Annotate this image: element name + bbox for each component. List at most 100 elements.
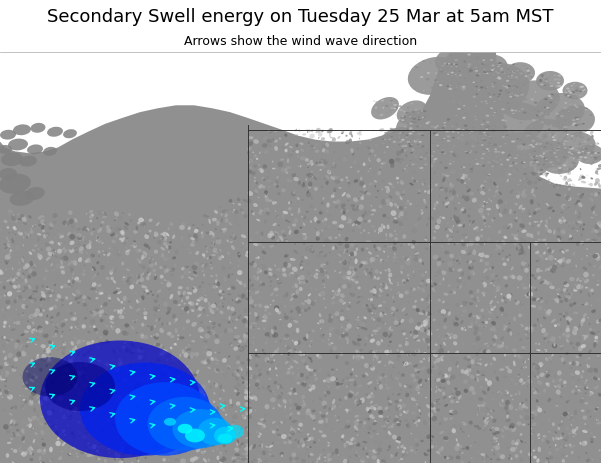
Ellipse shape — [385, 307, 387, 310]
Ellipse shape — [180, 275, 184, 280]
Ellipse shape — [398, 344, 402, 348]
Ellipse shape — [295, 275, 297, 279]
Ellipse shape — [317, 255, 322, 259]
Ellipse shape — [150, 325, 153, 331]
Ellipse shape — [538, 173, 540, 175]
Ellipse shape — [215, 229, 217, 231]
Ellipse shape — [550, 86, 554, 88]
Ellipse shape — [436, 401, 438, 403]
Ellipse shape — [591, 305, 592, 307]
Ellipse shape — [486, 359, 491, 363]
Ellipse shape — [284, 256, 287, 258]
Ellipse shape — [505, 172, 510, 177]
Ellipse shape — [325, 331, 331, 335]
Ellipse shape — [294, 375, 299, 380]
Ellipse shape — [546, 232, 548, 236]
Ellipse shape — [251, 285, 252, 287]
Ellipse shape — [307, 447, 309, 450]
Ellipse shape — [252, 459, 258, 463]
Ellipse shape — [416, 378, 419, 381]
Ellipse shape — [192, 387, 194, 388]
Ellipse shape — [275, 367, 276, 368]
Ellipse shape — [70, 269, 73, 274]
Ellipse shape — [198, 327, 204, 333]
Ellipse shape — [50, 380, 54, 385]
Ellipse shape — [391, 404, 392, 405]
Ellipse shape — [480, 242, 484, 246]
Ellipse shape — [417, 322, 421, 326]
Ellipse shape — [141, 377, 146, 382]
Ellipse shape — [449, 183, 452, 187]
Ellipse shape — [188, 301, 192, 305]
Ellipse shape — [324, 270, 326, 271]
Ellipse shape — [490, 70, 494, 72]
Ellipse shape — [323, 298, 325, 300]
Ellipse shape — [236, 369, 238, 374]
Ellipse shape — [106, 229, 112, 234]
Ellipse shape — [39, 422, 44, 426]
Ellipse shape — [575, 386, 578, 388]
Ellipse shape — [573, 288, 575, 292]
Ellipse shape — [214, 431, 217, 433]
Ellipse shape — [303, 353, 307, 357]
Ellipse shape — [412, 178, 413, 180]
Ellipse shape — [453, 156, 456, 157]
Ellipse shape — [118, 349, 121, 353]
Ellipse shape — [95, 309, 99, 312]
Ellipse shape — [576, 342, 581, 346]
Ellipse shape — [146, 293, 149, 296]
Ellipse shape — [231, 457, 237, 459]
Ellipse shape — [570, 373, 575, 376]
Ellipse shape — [19, 450, 22, 453]
Ellipse shape — [559, 423, 564, 426]
Ellipse shape — [36, 383, 38, 385]
Ellipse shape — [391, 101, 392, 102]
Ellipse shape — [418, 151, 419, 152]
Ellipse shape — [284, 337, 289, 340]
Ellipse shape — [11, 366, 14, 368]
Ellipse shape — [486, 103, 488, 105]
Ellipse shape — [527, 275, 528, 277]
Ellipse shape — [581, 318, 585, 324]
Ellipse shape — [581, 87, 584, 88]
Ellipse shape — [531, 412, 534, 414]
Ellipse shape — [84, 371, 87, 375]
Ellipse shape — [485, 378, 487, 381]
Ellipse shape — [427, 188, 431, 191]
Ellipse shape — [490, 201, 492, 202]
Ellipse shape — [396, 151, 401, 156]
Ellipse shape — [268, 268, 271, 271]
Ellipse shape — [587, 288, 591, 291]
Ellipse shape — [424, 329, 427, 332]
Ellipse shape — [320, 202, 323, 205]
Ellipse shape — [459, 451, 460, 453]
Ellipse shape — [594, 155, 596, 156]
Ellipse shape — [456, 444, 460, 446]
Ellipse shape — [207, 326, 210, 330]
Ellipse shape — [433, 409, 436, 413]
Ellipse shape — [554, 259, 559, 263]
Ellipse shape — [99, 227, 102, 231]
Ellipse shape — [560, 156, 564, 158]
Ellipse shape — [183, 367, 186, 369]
Ellipse shape — [522, 193, 527, 199]
Ellipse shape — [142, 387, 148, 391]
Ellipse shape — [52, 221, 56, 225]
Ellipse shape — [77, 236, 82, 241]
Ellipse shape — [429, 217, 435, 221]
Ellipse shape — [531, 160, 532, 161]
Ellipse shape — [41, 294, 46, 298]
Ellipse shape — [465, 113, 468, 115]
Ellipse shape — [415, 376, 419, 380]
Ellipse shape — [206, 413, 207, 414]
Ellipse shape — [302, 345, 305, 348]
Ellipse shape — [588, 358, 590, 360]
Ellipse shape — [53, 308, 55, 310]
Ellipse shape — [201, 288, 206, 294]
Ellipse shape — [269, 232, 274, 238]
Ellipse shape — [468, 398, 473, 400]
Ellipse shape — [427, 316, 431, 318]
Ellipse shape — [457, 195, 458, 197]
Ellipse shape — [554, 343, 555, 347]
Ellipse shape — [536, 268, 540, 273]
